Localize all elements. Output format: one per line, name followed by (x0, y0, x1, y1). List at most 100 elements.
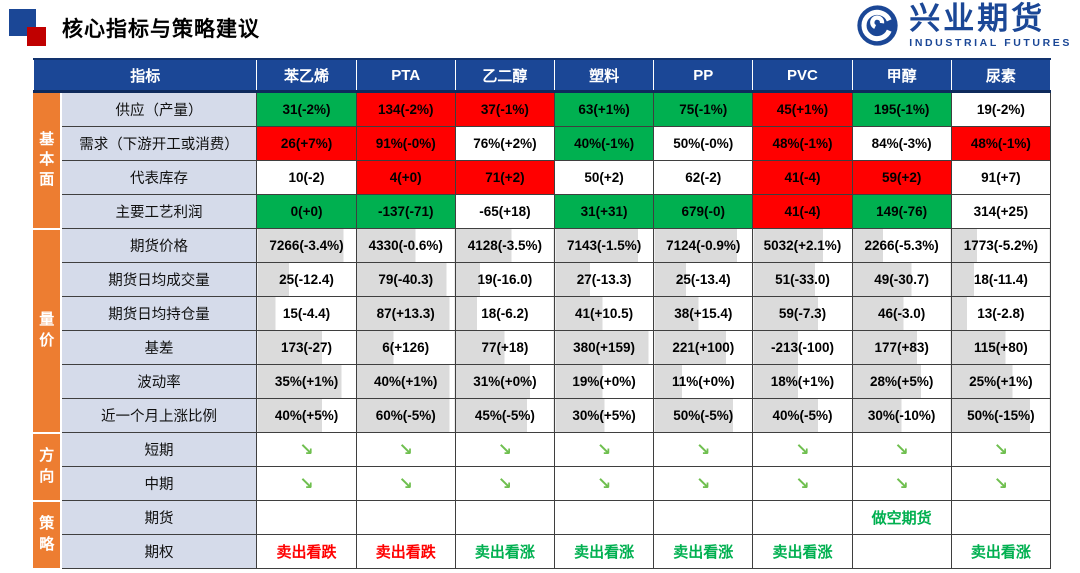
cell-options-strategy-pvc: 卖出看涨 (752, 534, 853, 569)
cell-avg-daily-volume-urea: 18(-11.4) (950, 262, 1052, 297)
cell-avg-open-interest-styrene: 15(-4.4) (256, 296, 357, 331)
cell-inventory-pta: 4(+0) (355, 160, 456, 195)
cell-avg-open-interest-methanol: 46(-3.0) (851, 296, 952, 331)
header-pp: PP (653, 58, 754, 93)
table-row-volatility: 波动率 35%(+1%) 40%(+1%) 31%(+0%) 19%(+0%) 11%(+… (34, 364, 1052, 399)
cell-mid-term-methanol: ↘ (851, 466, 952, 501)
cell-futures-strategy-methanol: 做空期货 (851, 500, 952, 535)
header-pvc: PVC (752, 58, 853, 93)
table-row-demand: 需求（下游开工或消费） 26(+7%) 91%(-0%) 76%(+2%) 40%(-1… (34, 126, 1052, 161)
row-label-basis: 基差 (60, 330, 258, 365)
cell-process-profit-pvc: 41(-4) (752, 194, 853, 229)
cell-options-strategy-urea: 卖出看涨 (950, 534, 1052, 569)
table-row-options-strategy: 期权 卖出看跌 卖出看跌 卖出看涨 卖出看涨 卖出看涨 卖出看涨 卖出看涨 (34, 534, 1052, 569)
logo-text: 兴业期货 INDUSTRIAL FUTURES (909, 3, 1072, 49)
row-label-short-term: 短期 (60, 432, 258, 467)
row-label-monthly-up-ratio: 近一个月上涨比例 (60, 398, 258, 433)
cell-futures-strategy-styrene (256, 500, 357, 535)
cell-monthly-up-ratio-urea: 50%(-15%) (950, 398, 1052, 433)
down-right-arrow-icon: ↘ (894, 439, 909, 460)
row-label-options-strategy: 期权 (60, 534, 258, 569)
cell-avg-daily-volume-styrene: 25(-12.4) (256, 262, 357, 297)
header-styrene: 苯乙烯 (256, 58, 357, 93)
down-right-arrow-icon: ↘ (398, 439, 413, 460)
cell-supply-meg: 37(-1%) (454, 91, 556, 127)
cell-basis-methanol: 177(+83) (851, 330, 952, 365)
header-methanol: 甲醇 (851, 58, 952, 93)
cell-short-term-meg: ↘ (454, 432, 556, 467)
cell-short-term-plastic: ↘ (553, 432, 655, 467)
header-urea: 尿素 (950, 58, 1052, 93)
cell-demand-urea: 48%(-1%) (950, 126, 1052, 161)
cell-mid-term-urea: ↘ (950, 466, 1052, 501)
cell-avg-open-interest-meg: 18(-6.2) (454, 296, 556, 331)
company-logo: 兴业期货 INDUSTRIAL FUTURES (855, 3, 1072, 49)
cell-monthly-up-ratio-pvc: 40%(-5%) (752, 398, 853, 433)
cell-process-profit-urea: 314(+25) (950, 194, 1052, 229)
table-row-futures-price: 量价 期货价格 7266(-3.4%) 4330(-0.6%) 4128(-3.5%) 7… (32, 227, 1052, 434)
cell-volatility-styrene: 35%(+1%) (256, 364, 357, 399)
cell-process-profit-pp: 679(-0) (653, 194, 754, 229)
row-group-volume-price: 量价 (32, 227, 62, 434)
cell-volatility-urea: 25%(+1%) (950, 364, 1052, 399)
cell-basis-pp: 221(+100) (653, 330, 754, 365)
page-title: 核心指标与策略建议 (62, 18, 260, 41)
cell-inventory-pvc: 41(-4) (752, 160, 853, 195)
down-right-arrow-icon: ↘ (795, 439, 810, 460)
cell-futures-price-pvc: 5032(+2.1%) (752, 228, 853, 263)
down-right-arrow-icon: ↘ (993, 439, 1008, 460)
cell-avg-open-interest-plastic: 41(+10.5) (553, 296, 655, 331)
cell-options-strategy-pp: 卖出看涨 (653, 534, 754, 569)
cell-supply-pvc: 45(+1%) (752, 91, 853, 127)
cell-monthly-up-ratio-pp: 50%(-5%) (653, 398, 754, 433)
cell-basis-pvc: -213(-100) (752, 330, 853, 365)
down-right-arrow-icon: ↘ (398, 473, 413, 494)
cell-avg-daily-volume-pta: 79(-40.3) (355, 262, 456, 297)
row-label-process-profit: 主要工艺利润 (60, 194, 258, 229)
cell-short-term-urea: ↘ (950, 432, 1052, 467)
cell-monthly-up-ratio-methanol: 30%(-10%) (851, 398, 952, 433)
cell-futures-price-plastic: 7143(-1.5%) (553, 228, 655, 263)
header-plastic: 塑料 (553, 58, 655, 93)
cell-futures-strategy-pvc (752, 500, 853, 535)
down-right-arrow-icon: ↘ (299, 439, 314, 460)
cell-monthly-up-ratio-meg: 45%(-5%) (454, 398, 556, 433)
logo-company-subtitle: INDUSTRIAL FUTURES (909, 36, 1072, 49)
cell-avg-daily-volume-meg: 19(-16.0) (454, 262, 556, 297)
cell-avg-open-interest-urea: 13(-2.8) (950, 296, 1052, 331)
cell-avg-daily-volume-pp: 25(-13.4) (653, 262, 754, 297)
row-label-mid-term: 中期 (60, 466, 258, 501)
cell-avg-open-interest-pp: 38(+15.4) (653, 296, 754, 331)
table-row-avg-open-interest: 期货日均持仓量 15(-4.4) 87(+13.3) 18(-6.2) 41(+10.5… (34, 296, 1052, 331)
row-label-futures-strategy: 期货 (60, 500, 258, 535)
swirl-logo-icon (857, 5, 898, 46)
table-row-short-term: 方向 短期 ↘ ↘ ↘ ↘ ↘ ↘ ↘ ↘ (32, 431, 1052, 502)
table-row-futures-strategy: 策略 期货 做空期货 (32, 499, 1052, 570)
core-indicator-table: 指标 苯乙烯 PTA 乙二醇 塑料 PP PVC 甲醇 尿素 基本面 供应（产量） 31(-2%) 13… (32, 58, 1052, 570)
cell-futures-price-pta: 4330(-0.6%) (355, 228, 456, 263)
cell-monthly-up-ratio-styrene: 40%(+5%) (256, 398, 357, 433)
cell-options-strategy-methanol (851, 534, 952, 569)
table-row-monthly-up-ratio: 近一个月上涨比例 40%(+5%) 60%(-5%) 45%(-5%) 30%(+5%)… (34, 398, 1052, 433)
cell-process-profit-styrene: 0(+0) (256, 194, 357, 229)
row-label-futures-price: 期货价格 (60, 228, 258, 263)
cell-demand-pp: 50%(-0%) (653, 126, 754, 161)
cell-basis-styrene: 173(-27) (256, 330, 357, 365)
cell-mid-term-styrene: ↘ (256, 466, 357, 501)
table-row-inventory: 代表库存 10(-2) 4(+0) 71(+2) 50(+2) 62(-2) 41(-4) 5… (34, 160, 1052, 195)
table-row-supply: 基本面 供应（产量） 31(-2%) 134(-2%) 37(-1%) 63(+1%) 75… (32, 90, 1052, 230)
table-header-row: 指标 苯乙烯 PTA 乙二醇 塑料 PP PVC 甲醇 尿素 (32, 58, 1052, 93)
row-label-avg-open-interest: 期货日均持仓量 (60, 296, 258, 331)
cell-futures-strategy-urea (950, 500, 1052, 535)
cell-inventory-styrene: 10(-2) (256, 160, 357, 195)
cell-basis-meg: 77(+18) (454, 330, 556, 365)
slide-header: 核心指标与策略建议 兴业期货 INDUSTRIAL FUTURES (0, 0, 1080, 58)
down-right-arrow-icon: ↘ (795, 473, 810, 494)
cell-inventory-urea: 91(+7) (950, 160, 1052, 195)
cell-mid-term-pta: ↘ (355, 466, 456, 501)
cell-mid-term-meg: ↘ (454, 466, 556, 501)
cell-mid-term-pvc: ↘ (752, 466, 853, 501)
cell-inventory-meg: 71(+2) (454, 160, 556, 195)
cell-options-strategy-pta: 卖出看跌 (355, 534, 456, 569)
